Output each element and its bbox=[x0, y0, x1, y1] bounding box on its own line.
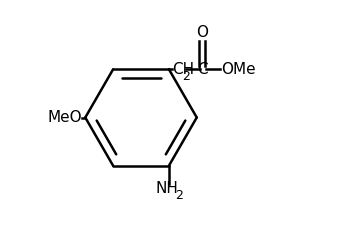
Text: OMe: OMe bbox=[221, 62, 255, 77]
Text: CH: CH bbox=[172, 62, 195, 77]
Text: 2: 2 bbox=[182, 70, 190, 83]
Text: O: O bbox=[196, 25, 208, 40]
Text: C: C bbox=[197, 62, 208, 77]
Text: 2: 2 bbox=[175, 189, 183, 202]
Text: NH: NH bbox=[155, 181, 178, 196]
Text: MeO: MeO bbox=[47, 110, 82, 125]
